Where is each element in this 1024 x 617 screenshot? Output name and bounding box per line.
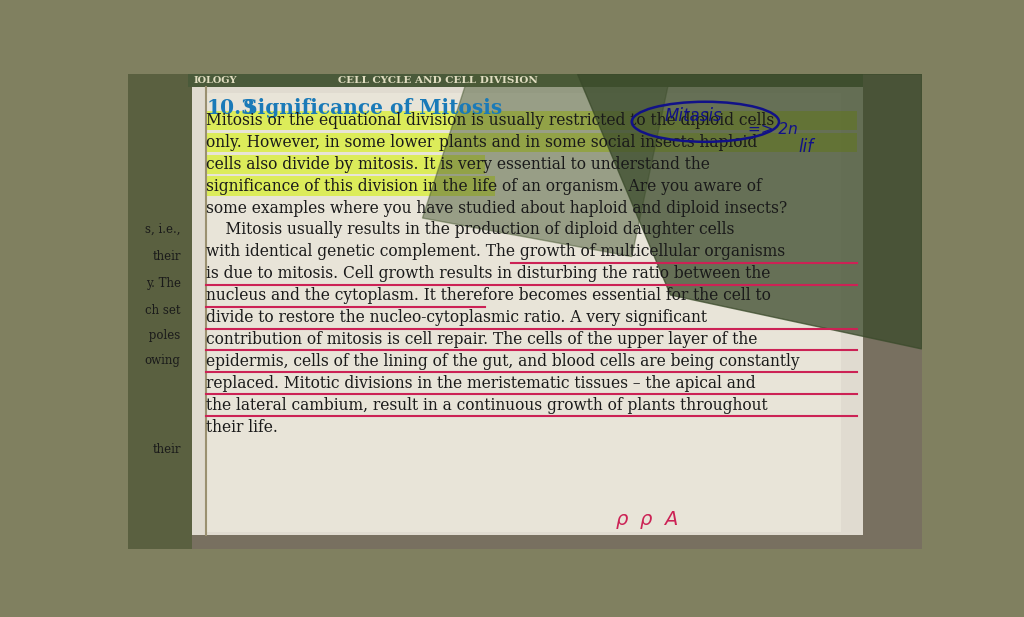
Bar — [206, 93, 841, 532]
Text: nucleus and the cytoplasm. It therefore becomes essential for the cell to: nucleus and the cytoplasm. It therefore … — [206, 288, 770, 304]
Bar — [188, 74, 862, 87]
Text: their: their — [153, 250, 180, 263]
Text: poles: poles — [145, 329, 180, 342]
Text: lif: lif — [799, 138, 813, 156]
Text: => 2n: => 2n — [748, 122, 798, 137]
Text: contribution of mitosis is cell repair. The cells of the upper layer of the: contribution of mitosis is cell repair. … — [206, 331, 757, 348]
Bar — [206, 176, 496, 196]
Text: with identical genetic complement. The growth of multicellular organisms: with identical genetic complement. The g… — [206, 244, 784, 260]
Bar — [206, 110, 856, 130]
Text: Mitosis or the equational division is usually restricted to the diploid cells: Mitosis or the equational division is us… — [206, 112, 774, 129]
Text: ch set: ch set — [145, 304, 180, 317]
Text: IOLOGY: IOLOGY — [194, 77, 238, 86]
Text: CELL CYCLE AND CELL DIVISION: CELL CYCLE AND CELL DIVISION — [338, 77, 538, 86]
Text: significance of this division in the life of an organism. Are you aware of: significance of this division in the lif… — [206, 178, 761, 194]
Text: only. However, in some lower plants and in some social insects haploid: only. However, in some lower plants and … — [206, 134, 757, 151]
Text: their: their — [153, 442, 180, 455]
Bar — [206, 154, 485, 174]
Text: Mitosis usually results in the production of diploid daughter cells: Mitosis usually results in the productio… — [206, 222, 734, 239]
Bar — [188, 85, 862, 536]
Text: divide to restore the nucleo-cytoplasmic ratio. A very significant: divide to restore the nucleo-cytoplasmic… — [206, 309, 707, 326]
Text: epidermis, cells of the lining of the gut, and blood cells are being constantly: epidermis, cells of the lining of the gu… — [206, 353, 799, 370]
Text: Significance of Mitosis: Significance of Mitosis — [243, 98, 502, 118]
Text: 10.3: 10.3 — [207, 98, 256, 118]
Bar — [206, 133, 856, 152]
Polygon shape — [423, 74, 671, 257]
Polygon shape — [578, 74, 922, 349]
Bar — [128, 74, 191, 549]
Text: the lateral cambium, result in a continuous growth of plants throughout: the lateral cambium, result in a continu… — [206, 397, 767, 414]
Text: their life.: their life. — [206, 419, 278, 436]
Text: $\rho$  $\rho$  A: $\rho$ $\rho$ A — [615, 509, 679, 531]
Text: some examples where you have studied about haploid and diploid insects?: some examples where you have studied abo… — [206, 199, 786, 217]
Text: y. The: y. The — [145, 277, 180, 290]
Text: owing: owing — [144, 354, 180, 367]
Text: s, i.e.,: s, i.e., — [145, 223, 180, 236]
Text: cells also divide by mitosis. It is very essential to understand the: cells also divide by mitosis. It is very… — [206, 155, 710, 173]
Text: Mitasis: Mitasis — [665, 107, 723, 125]
Text: replaced. Mitotic divisions in the meristematic tissues – the apical and: replaced. Mitotic divisions in the meris… — [206, 375, 755, 392]
Text: is due to mitosis. Cell growth results in disturbing the ratio between the: is due to mitosis. Cell growth results i… — [206, 265, 770, 283]
